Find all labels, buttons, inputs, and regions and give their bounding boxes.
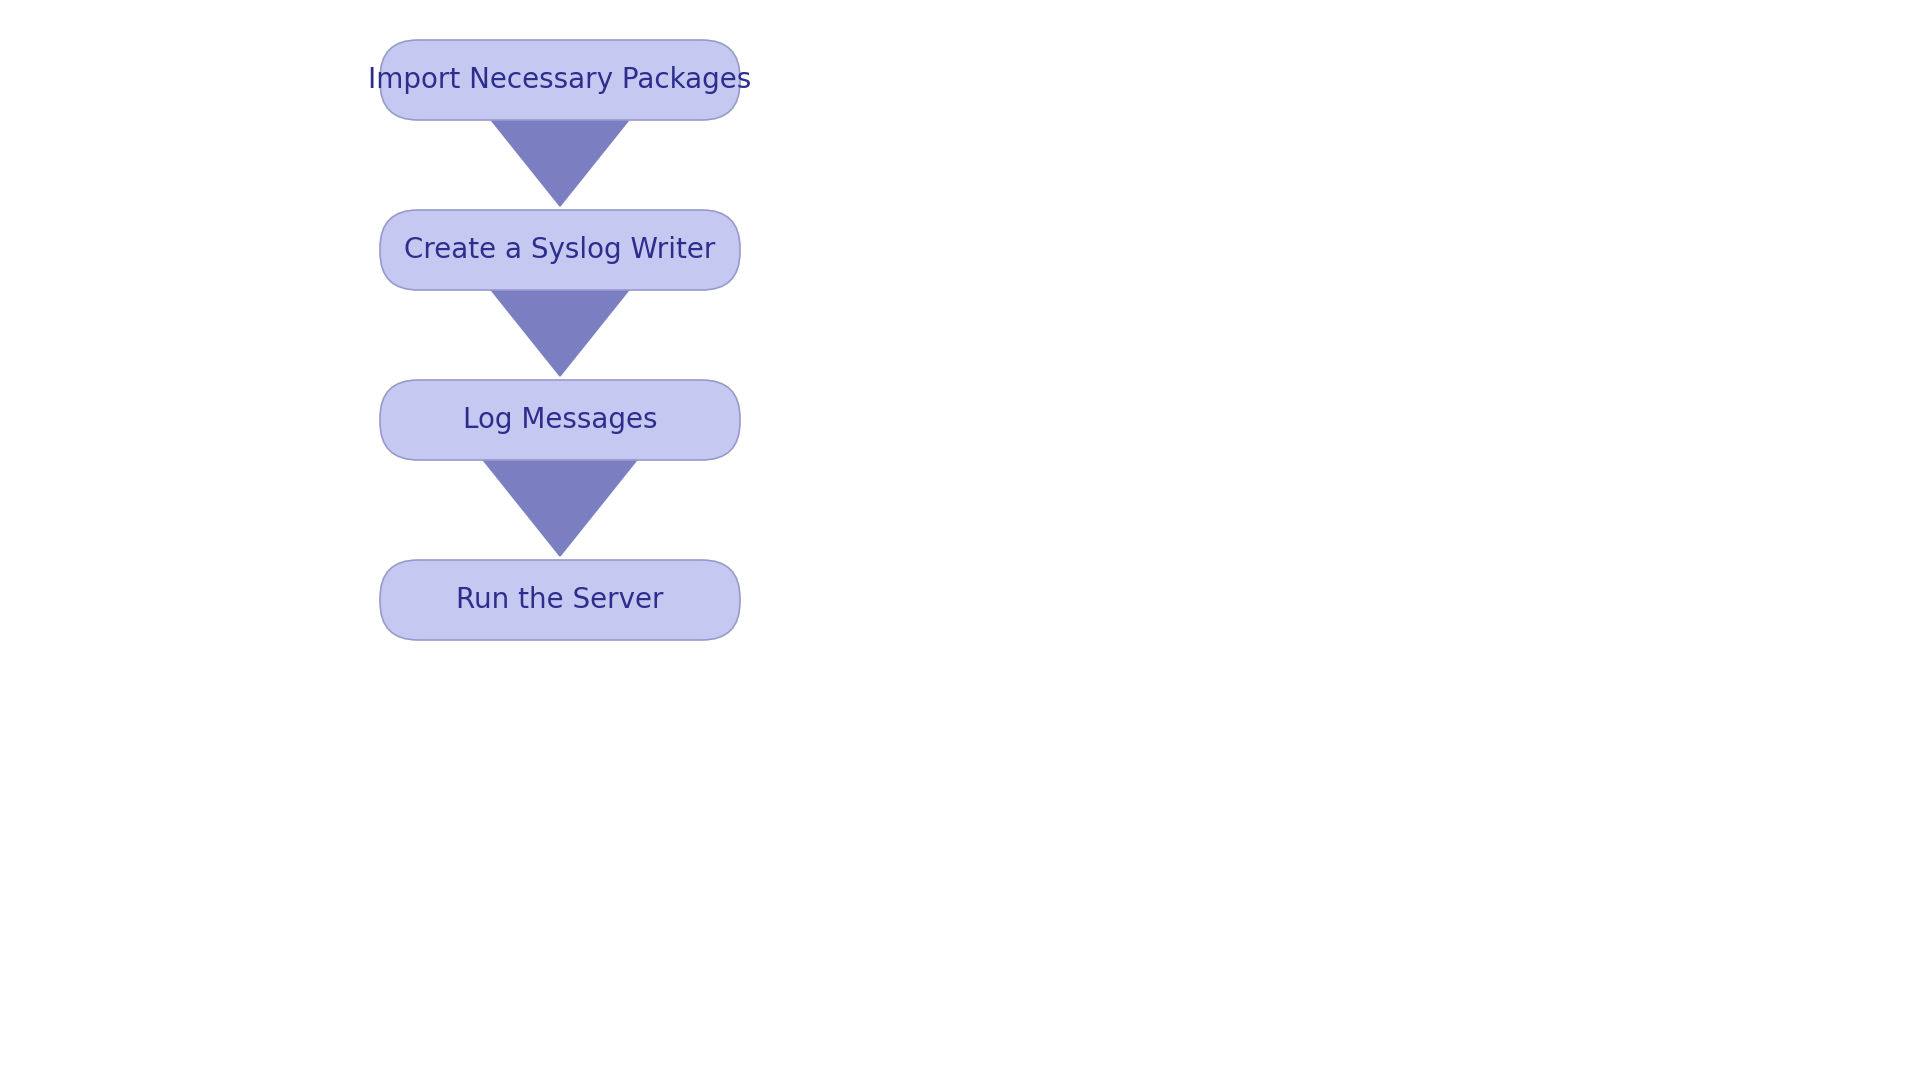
Text: Log Messages: Log Messages: [463, 406, 657, 434]
Text: Import Necessary Packages: Import Necessary Packages: [369, 66, 751, 94]
FancyBboxPatch shape: [380, 380, 739, 460]
FancyBboxPatch shape: [380, 560, 739, 640]
Text: Create a Syslog Writer: Create a Syslog Writer: [405, 236, 716, 264]
FancyBboxPatch shape: [380, 210, 739, 290]
FancyBboxPatch shape: [380, 40, 739, 120]
Text: Run the Server: Run the Server: [457, 586, 664, 614]
